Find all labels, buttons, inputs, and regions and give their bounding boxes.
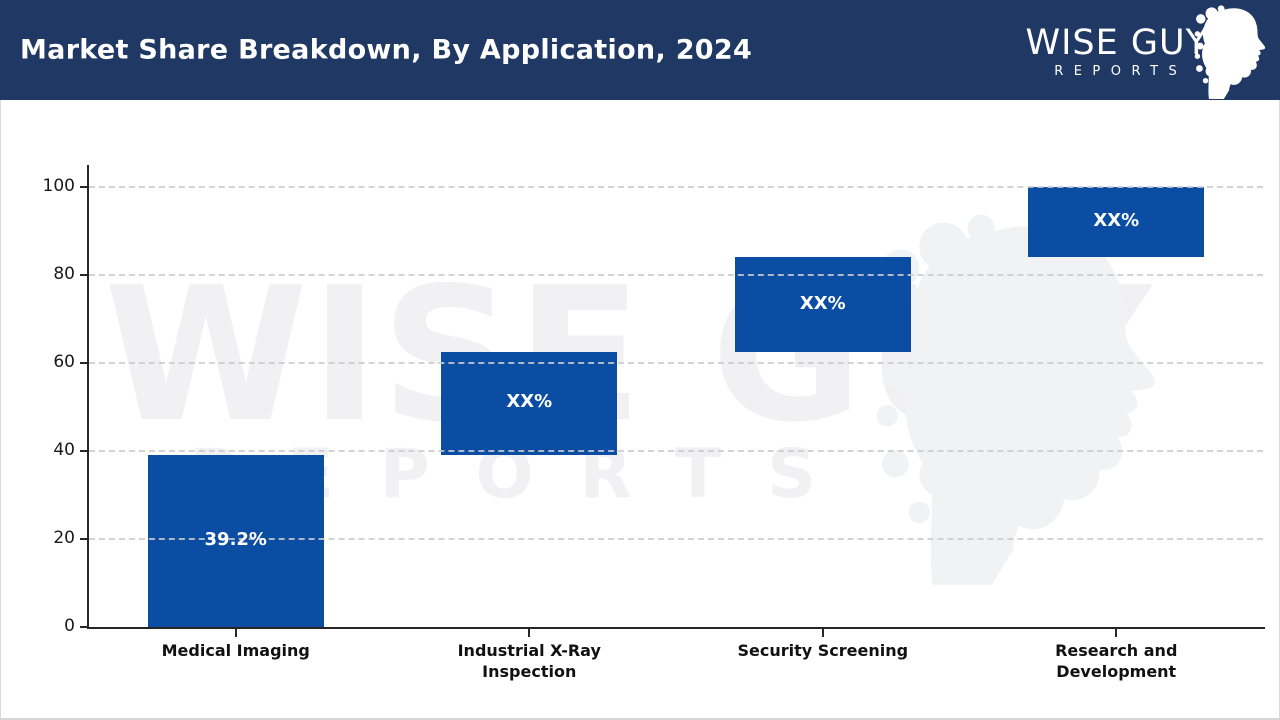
x-category-label: Research and Development [966, 640, 1266, 682]
logo-text: WISE GUY REPORTS [1025, 24, 1208, 79]
gridline-40 [89, 450, 1263, 452]
wiseguy-logo: WISE GUY REPORTS [1025, 4, 1274, 99]
x-category-line: Inspection [482, 662, 577, 681]
logo-wordmark: WISE GUY [1025, 23, 1208, 64]
logo-subtitle: REPORTS [1054, 63, 1188, 79]
y-tick-label-80: 80 [53, 264, 75, 284]
gridline-60 [89, 362, 1263, 364]
x-category-label: Security Screening [673, 640, 973, 661]
header-bar: Market Share Breakdown, By Application, … [0, 0, 1280, 100]
y-tick-label-0: 0 [64, 616, 75, 636]
y-tick-60 [80, 362, 88, 364]
x-category-line: Industrial X-Ray [457, 641, 601, 660]
bar-segment [147, 454, 324, 627]
y-axis-line [87, 165, 89, 627]
page-title: Market Share Breakdown, By Application, … [20, 34, 753, 66]
x-tick [821, 629, 824, 637]
y-tick-100 [80, 186, 88, 188]
x-tick [528, 629, 531, 637]
bar-segment [734, 257, 911, 352]
x-category-line: Medical Imaging [161, 641, 310, 660]
y-tick-label-100: 100 [42, 176, 75, 196]
x-category-line: Security Screening [737, 641, 909, 660]
bar-value-label: XX% [1093, 210, 1140, 232]
bar-value-label: 39.2% [204, 528, 267, 550]
x-category-line: Development [1056, 662, 1177, 681]
gridline-100 [89, 186, 1263, 188]
x-tick [234, 629, 237, 637]
chart-area: WISE GUY REPORTS 0 20 40 60 80 100 39.2% Medica… [0, 100, 1280, 720]
x-category-label: Medical Imaging [86, 640, 386, 661]
y-tick-20 [80, 538, 88, 540]
bar-segment [1028, 187, 1205, 258]
x-category-label: Industrial X-Ray Inspection [379, 640, 679, 682]
y-tick-label-20: 20 [53, 528, 75, 548]
y-tick-40 [80, 450, 88, 452]
y-tick-0 [80, 626, 88, 628]
gridline-80 [89, 274, 1263, 276]
y-tick-label-60: 60 [53, 352, 75, 372]
watermark-head-icon [876, 214, 1155, 585]
bar-value-label: XX% [799, 292, 846, 314]
y-tick-80 [80, 274, 88, 276]
x-axis-line [87, 627, 1265, 629]
x-category-line: Research and [1055, 641, 1178, 660]
x-tick [1115, 629, 1118, 637]
gridline-20 [89, 538, 1263, 540]
bar-value-label: XX% [506, 391, 553, 413]
bar-segment [441, 352, 618, 455]
y-tick-label-40: 40 [53, 440, 75, 460]
